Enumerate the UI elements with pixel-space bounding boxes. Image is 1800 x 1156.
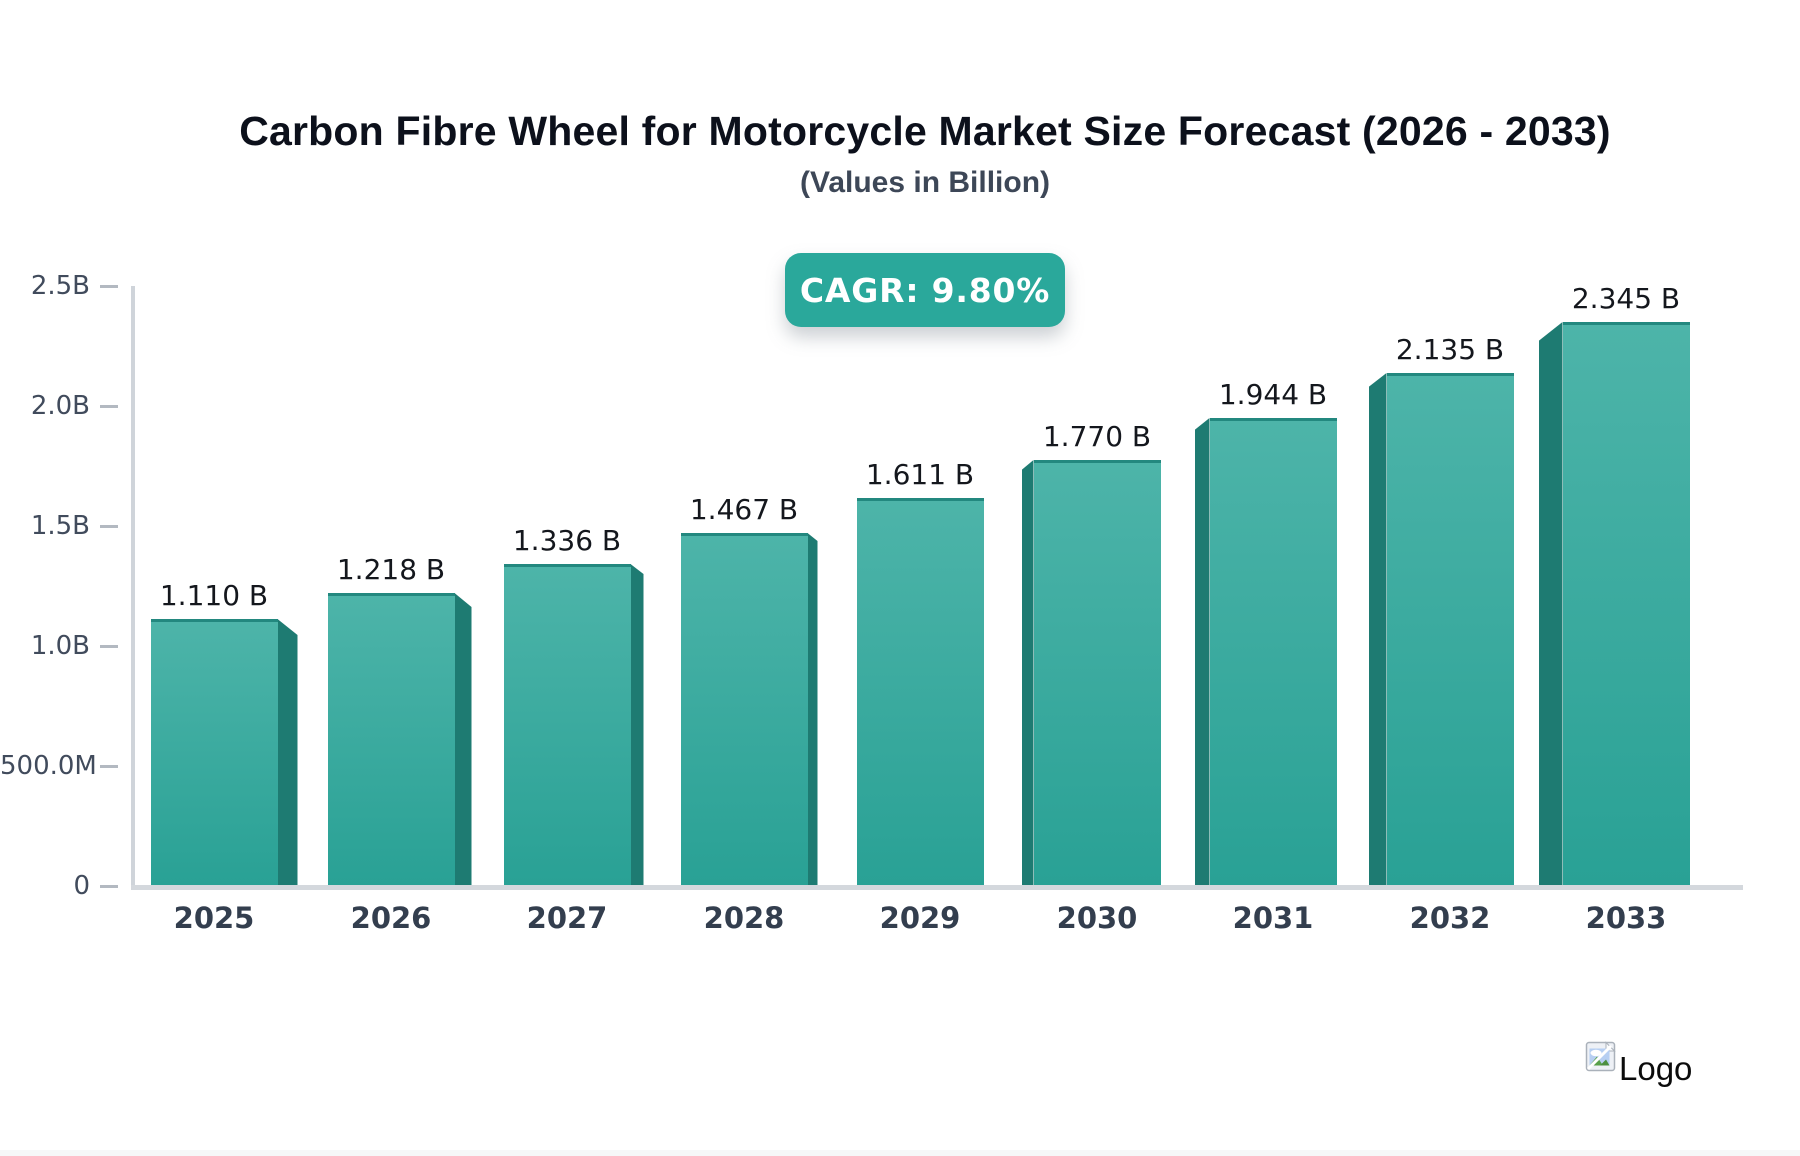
y-axis-tick — [100, 885, 118, 888]
bar-side-face — [1021, 460, 1034, 885]
y-axis-tick-label: 1.0B — [30, 631, 90, 661]
bar-2030 — [1021, 460, 1161, 885]
bar-value-label: 1.218 B — [336, 553, 446, 586]
broken-image-icon — [1585, 1041, 1616, 1072]
y-axis-tick — [100, 765, 118, 768]
y-axis-tick-label: 2.0B — [30, 391, 90, 421]
y-axis-tick-label: 0 — [73, 871, 90, 901]
bar-front-face — [1209, 418, 1337, 885]
logo-alt-text: Logo — [1619, 1050, 1693, 1087]
y-axis-tick — [100, 285, 118, 288]
bar-front-face — [1033, 460, 1161, 885]
bar-2027 — [503, 564, 644, 885]
bar-front-face — [1562, 322, 1690, 885]
y-axis-tick — [100, 645, 118, 648]
bar-front-face — [150, 619, 278, 885]
bar-side-face — [1194, 418, 1210, 885]
bar-side-face — [1538, 322, 1563, 885]
x-axis-label-2031: 2031 — [1232, 901, 1314, 935]
bar-value-label: 1.110 B — [159, 579, 269, 612]
bar-value-label: 1.467 B — [689, 493, 799, 526]
bar-front-face — [1386, 373, 1514, 885]
chart-subtitle: (Values in Billion) — [799, 166, 1051, 199]
bar-side-face — [277, 619, 298, 885]
x-axis-label-2032: 2032 — [1409, 901, 1491, 935]
bar-side-face — [1368, 373, 1387, 885]
x-axis-label-2033: 2033 — [1585, 901, 1667, 935]
bar-side-face — [454, 593, 472, 885]
cagr-badge: CAGR: 9.80% — [785, 253, 1065, 327]
bar-2026 — [327, 593, 472, 885]
logo: Logo — [1583, 1040, 1692, 1085]
bar-front-face — [327, 593, 455, 885]
y-axis-tick-label: 1.5B — [30, 511, 90, 541]
x-axis-label-2030: 2030 — [1056, 901, 1138, 935]
y-axis-tick — [100, 405, 118, 408]
bar-2031 — [1194, 418, 1337, 885]
page-bottom-edge — [0, 1150, 1800, 1156]
bar-side-face — [630, 564, 644, 885]
x-axis-label-2027: 2027 — [526, 901, 608, 935]
bar-value-label: 1.336 B — [512, 524, 622, 557]
bar-2032 — [1368, 373, 1514, 885]
bar-value-label: 2.345 B — [1571, 282, 1681, 315]
x-axis-label-2028: 2028 — [703, 901, 785, 935]
y-axis-tick — [100, 525, 118, 528]
bar-2033 — [1538, 322, 1690, 885]
bar-2028 — [680, 533, 818, 885]
bar-value-label: 2.135 B — [1395, 333, 1505, 366]
bar-front-face — [856, 498, 984, 885]
x-axis-label-2029: 2029 — [879, 901, 961, 935]
bar-value-label: 1.611 B — [865, 458, 975, 491]
y-axis-line — [131, 286, 135, 890]
bar-value-label: 1.770 B — [1042, 420, 1152, 453]
x-axis-label-2026: 2026 — [350, 901, 432, 935]
bar-2029 — [856, 498, 984, 885]
bar-value-label: 1.944 B — [1218, 378, 1328, 411]
x-axis-label-2025: 2025 — [173, 901, 255, 935]
bar-front-face — [680, 533, 808, 885]
bar-front-face — [503, 564, 631, 885]
y-axis-tick-label: 500.0M — [0, 751, 97, 781]
chart-title: Carbon Fibre Wheel for Motorcycle Market… — [239, 108, 1611, 154]
x-axis-line — [131, 885, 1743, 890]
bar-2025 — [150, 619, 298, 885]
y-axis-tick-label: 2.5B — [30, 271, 90, 301]
bar-side-face — [807, 533, 818, 885]
